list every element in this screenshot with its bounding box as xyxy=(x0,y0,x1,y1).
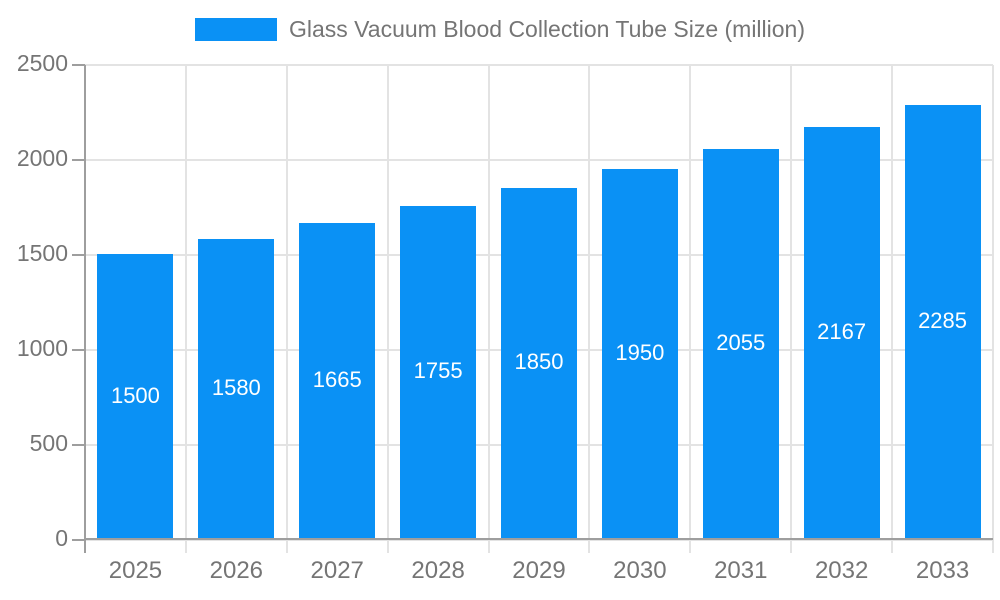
bar: 1755 xyxy=(400,205,477,539)
bar: 2167 xyxy=(803,127,880,539)
x-axis-tick-label: 2026 xyxy=(209,557,264,584)
y-axis-tick-label: 500 xyxy=(29,430,68,456)
bar: 1665 xyxy=(299,222,376,539)
y-tick-mark xyxy=(72,444,85,446)
bar-value-label: 1500 xyxy=(110,382,160,408)
bar-value-label: 1665 xyxy=(312,366,362,392)
bar: 1580 xyxy=(198,238,275,539)
y-axis-tick-label: 2500 xyxy=(16,50,68,76)
x-axis-tick-label: 2032 xyxy=(814,557,869,584)
x-axis-tick-label: 2033 xyxy=(915,557,970,584)
x-gridline xyxy=(184,65,187,553)
x-gridline xyxy=(588,65,591,553)
x-gridline xyxy=(790,65,793,553)
y-gridline xyxy=(85,539,993,541)
bar-value-label: 1850 xyxy=(514,349,564,375)
bar-value-label: 2055 xyxy=(716,329,766,355)
y-axis-tick-label: 1000 xyxy=(16,335,68,361)
y-gridline xyxy=(85,159,993,161)
y-gridline xyxy=(85,64,993,66)
legend-swatch-icon xyxy=(194,17,277,41)
bar: 1950 xyxy=(601,168,678,539)
y-tick-mark xyxy=(72,254,85,256)
bar: 2055 xyxy=(702,148,779,539)
bar: 1500 xyxy=(97,254,174,539)
bar-value-label: 2285 xyxy=(918,307,968,333)
x-axis-tick-label: 2025 xyxy=(108,557,163,584)
x-gridline xyxy=(891,65,894,553)
x-axis-tick-label: 2031 xyxy=(714,557,768,584)
x-axis-tick-label: 2029 xyxy=(512,557,566,584)
x-gridline xyxy=(689,65,692,553)
x-axis-tick-label: 2027 xyxy=(310,557,364,584)
x-gridline xyxy=(285,65,288,553)
x-gridline xyxy=(386,65,389,553)
plot-area: 0 500 1000 1500 2000 2500 1500 1580 1665 1755 1850… xyxy=(17,50,994,584)
y-tick-mark xyxy=(72,539,85,541)
x-gridline xyxy=(487,65,490,553)
x-axis-tick-label: 2030 xyxy=(613,557,667,584)
y-axis-tick-label: 0 xyxy=(55,525,68,551)
legend-label: Glass Vacuum Blood Collection Tube Size … xyxy=(288,16,806,42)
bar: 1850 xyxy=(501,187,577,539)
y-tick-mark xyxy=(72,64,85,66)
y-tick-mark xyxy=(72,159,85,161)
bar-value-label: 1950 xyxy=(615,339,665,365)
x-gridline xyxy=(992,65,994,553)
x-axis-line xyxy=(85,538,993,540)
bar-value-label: 1580 xyxy=(211,374,261,400)
bar-value-label: 1755 xyxy=(413,358,463,384)
y-axis-line xyxy=(84,65,86,553)
bar-value-label: 2167 xyxy=(817,319,867,345)
x-axis-tick-label: 2028 xyxy=(411,557,465,584)
y-axis-tick-label: 2000 xyxy=(16,145,68,171)
legend[interactable]: Glass Vacuum Blood Collection Tube Size … xyxy=(0,14,1000,44)
bar: 2285 xyxy=(904,104,981,539)
y-tick-mark xyxy=(72,349,85,351)
y-axis-tick-label: 1500 xyxy=(16,240,68,266)
